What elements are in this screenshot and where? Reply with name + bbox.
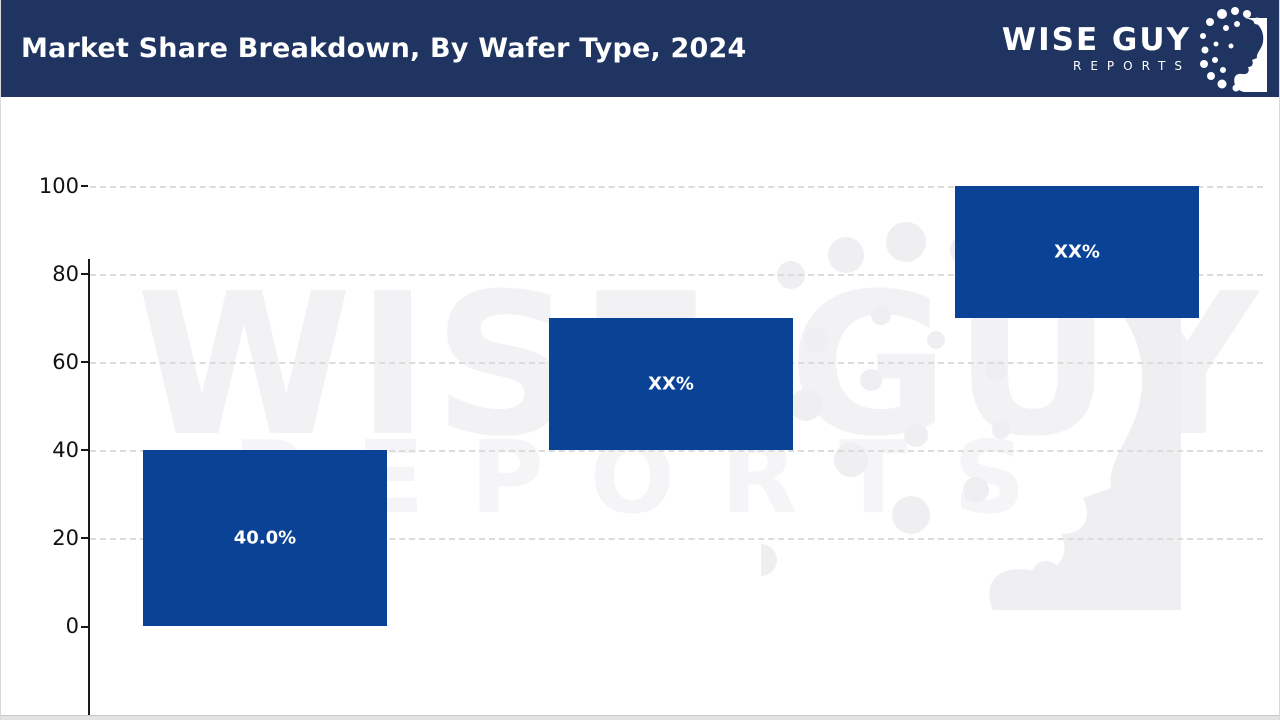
y-tick-mark-0	[81, 626, 88, 628]
logo-text: WISE GUY REPORTS	[1001, 21, 1191, 73]
y-tick-mark-60	[81, 361, 88, 363]
wise-guy-reports-logo: WISE GUY REPORTS	[1001, 6, 1279, 92]
chart-title: Market Share Breakdown, By Wafer Type, 2…	[21, 33, 747, 64]
logo-subtitle: REPORTS	[1072, 58, 1191, 73]
bar-soi-wafers	[143, 450, 387, 626]
y-tick-mark-20	[81, 537, 88, 539]
y-tick-label-40: 40	[52, 438, 79, 462]
y-tick-label-100: 100	[38, 174, 79, 198]
bottom-edge-strip	[1, 715, 1279, 720]
y-tick-mark-100	[81, 185, 88, 187]
y-tick-mark-40	[81, 449, 88, 451]
y-tick-label-80: 80	[52, 262, 79, 286]
y-tick-label-60: 60	[52, 350, 79, 374]
y-tick-label-0: 0	[65, 614, 79, 638]
y-tick-mark-80	[81, 273, 88, 275]
bar-bonded-wafers	[955, 186, 1199, 318]
gridline-100	[90, 186, 1263, 188]
bar-bulk-wafers	[549, 318, 793, 450]
watermark-face-icon	[761, 222, 1181, 610]
y-tick-label-20: 20	[52, 526, 79, 550]
gridline-20	[90, 538, 1263, 540]
gridline-80	[90, 274, 1263, 276]
y-axis-line	[88, 259, 90, 720]
header-bar: Market Share Breakdown, By Wafer Type, 2…	[1, 0, 1279, 97]
logo-face-icon	[1200, 6, 1267, 92]
bar-value-label: XX%	[1054, 241, 1100, 263]
bar-value-label: 40.0%	[233, 527, 297, 549]
logo-wordmark: WISE GUY	[1001, 21, 1191, 58]
gridline-40	[90, 450, 1263, 452]
bar-value-label: XX%	[648, 373, 694, 395]
